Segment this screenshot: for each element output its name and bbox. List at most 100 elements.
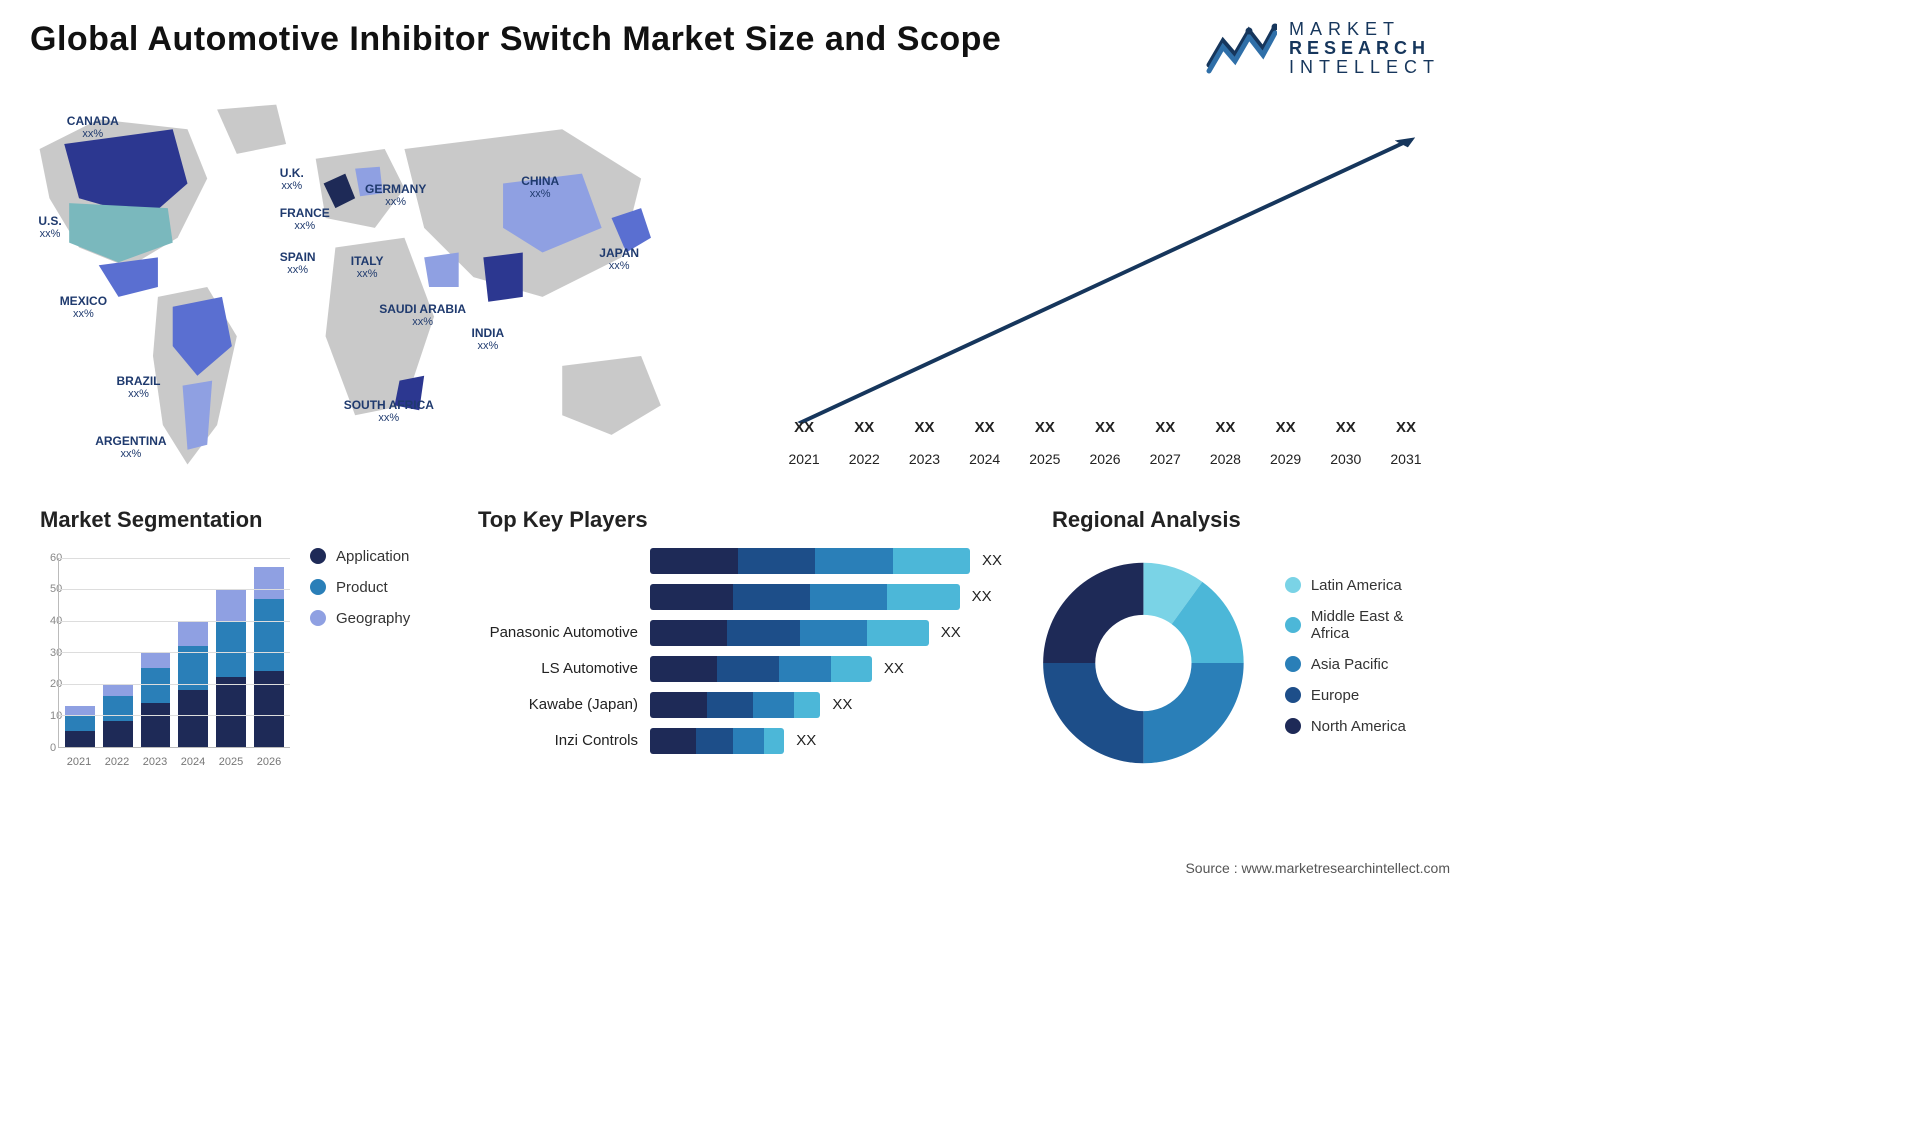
forecast-bar-value: XX [1215, 419, 1235, 436]
logo-mark-icon [1205, 21, 1277, 75]
legend-item: Middle East & Africa [1285, 608, 1440, 642]
map-callout: INDIAxx% [472, 327, 505, 353]
forecast-bar: XX [1262, 419, 1310, 442]
forecast-xaxis-tick: 2022 [840, 451, 888, 467]
forecast-bar-value: XX [1035, 419, 1055, 436]
key-player-row: LS Automotive XX [478, 656, 1002, 682]
logo-line2: RESEARCH [1289, 39, 1440, 58]
forecast-bar: XX [840, 419, 888, 442]
forecast-bar: XX [1382, 419, 1430, 442]
forecast-xaxis-tick: 2023 [900, 451, 948, 467]
forecast-bar-value: XX [1396, 419, 1416, 436]
legend-item: Geography [310, 610, 410, 627]
map-callout: BRAZILxx% [117, 375, 161, 401]
map-callout: ARGENTINAxx% [95, 435, 166, 461]
key-players-chart: XX XX Panasonic Automotive XX LS Automotive X… [458, 548, 1002, 754]
forecast-bar-value: XX [1336, 419, 1356, 436]
key-player-label: Inzi Controls [478, 732, 638, 749]
key-players-title: Top Key Players [458, 507, 1002, 533]
seg-xaxis-tick: 2023 [140, 756, 170, 768]
page-title: Global Automotive Inhibitor Switch Marke… [30, 20, 1001, 59]
forecast-xaxis-tick: 2021 [780, 451, 828, 467]
source-attribution: Source : www.marketresearchintellect.com [1185, 860, 1450, 876]
segmentation-title: Market Segmentation [20, 507, 428, 533]
forecast-xaxis-tick: 2030 [1322, 451, 1370, 467]
legend-item: Application [310, 548, 410, 565]
forecast-bar: XX [1021, 419, 1069, 442]
regional-title: Regional Analysis [1032, 507, 1440, 533]
forecast-xaxis-tick: 2029 [1262, 451, 1310, 467]
seg-xaxis-tick: 2021 [64, 756, 94, 768]
key-player-row: XX [478, 584, 1002, 610]
key-player-row: XX [478, 548, 1002, 574]
map-callout: JAPANxx% [599, 247, 639, 273]
forecast-bar: XX [780, 419, 828, 442]
world-map-icon [10, 87, 720, 487]
segmentation-legend: Application Product Geography [310, 548, 410, 768]
legend-item: Product [310, 579, 410, 596]
forecast-xaxis-tick: 2026 [1081, 451, 1129, 467]
map-callout: SOUTH AFRICAxx% [344, 399, 434, 425]
donut-slice [1043, 562, 1143, 662]
key-player-row: Inzi Controls XX [478, 728, 1002, 754]
seg-xaxis-tick: 2022 [102, 756, 132, 768]
map-callout: MEXICOxx% [60, 295, 107, 321]
legend-item: North America [1285, 718, 1440, 735]
forecast-bar: XX [900, 419, 948, 442]
forecast-bar-value: XX [854, 419, 874, 436]
map-callout: FRANCExx% [280, 207, 330, 233]
forecast-xaxis-tick: 2025 [1021, 451, 1069, 467]
key-player-label: LS Automotive [478, 660, 638, 677]
key-player-value: XX [972, 588, 992, 605]
donut-slice [1043, 663, 1143, 763]
segmentation-panel: Market Segmentation 0102030405060 202120… [10, 507, 438, 807]
forecast-bar: XX [1141, 419, 1189, 442]
forecast-chart: XXXXXXXXXXXXXXXXXXXXXX 20212022202320242… [740, 87, 1450, 487]
key-player-label: Panasonic Automotive [478, 624, 638, 641]
map-callout: GERMANYxx% [365, 183, 426, 209]
legend-item: Europe [1285, 687, 1440, 704]
key-player-label: Kawabe (Japan) [478, 696, 638, 713]
map-callout: CANADAxx% [67, 115, 119, 141]
forecast-xaxis-tick: 2028 [1201, 451, 1249, 467]
forecast-bar-value: XX [914, 419, 934, 436]
map-callout: SAUDI ARABIAxx% [379, 303, 466, 329]
map-callout: SPAINxx% [280, 251, 316, 277]
forecast-bar: XX [1322, 419, 1370, 442]
regional-donut-chart [1032, 548, 1255, 778]
key-player-value: XX [884, 660, 904, 677]
legend-item: Latin America [1285, 577, 1440, 594]
forecast-bar-value: XX [1095, 419, 1115, 436]
forecast-xaxis-tick: 2031 [1382, 451, 1430, 467]
world-map-panel: CANADAxx% U.S.xx% MEXICOxx% BRAZILxx% ARGENT… [10, 87, 720, 487]
key-players-panel: Top Key Players XXXXPanasonic Automotive… [448, 507, 1012, 807]
seg-xaxis-tick: 2024 [178, 756, 208, 768]
key-player-value: XX [796, 732, 816, 749]
map-callout: U.K.xx% [280, 167, 304, 193]
forecast-bar: XX [1081, 419, 1129, 442]
legend-item: Asia Pacific [1285, 656, 1440, 673]
forecast-bar: XX [961, 419, 1009, 442]
forecast-bar-value: XX [975, 419, 995, 436]
logo-line3: INTELLECT [1289, 58, 1440, 77]
map-callout: U.S.xx% [38, 215, 61, 241]
regional-panel: Regional Analysis Latin America Middle Ea… [1022, 507, 1450, 807]
forecast-bar: XX [1201, 419, 1249, 442]
segmentation-chart: 0102030405060 202120222023202420252026 [30, 548, 290, 768]
brand-logo: MARKET RESEARCH INTELLECT [1205, 20, 1450, 77]
donut-slice [1143, 663, 1243, 763]
forecast-xaxis-tick: 2027 [1141, 451, 1189, 467]
seg-xaxis-tick: 2026 [254, 756, 284, 768]
logo-line1: MARKET [1289, 20, 1440, 39]
forecast-bar-value: XX [1276, 419, 1296, 436]
map-callout: ITALYxx% [351, 255, 384, 281]
regional-legend: Latin America Middle East & Africa Asia Pa… [1285, 577, 1440, 749]
seg-xaxis-tick: 2025 [216, 756, 246, 768]
key-player-value: XX [982, 552, 1002, 569]
seg-ytick: 0 [50, 742, 56, 754]
key-player-row: Kawabe (Japan) XX [478, 692, 1002, 718]
key-player-value: XX [941, 624, 961, 641]
key-player-value: XX [832, 696, 852, 713]
map-callout: CHINAxx% [521, 175, 559, 201]
key-player-row: Panasonic Automotive XX [478, 620, 1002, 646]
